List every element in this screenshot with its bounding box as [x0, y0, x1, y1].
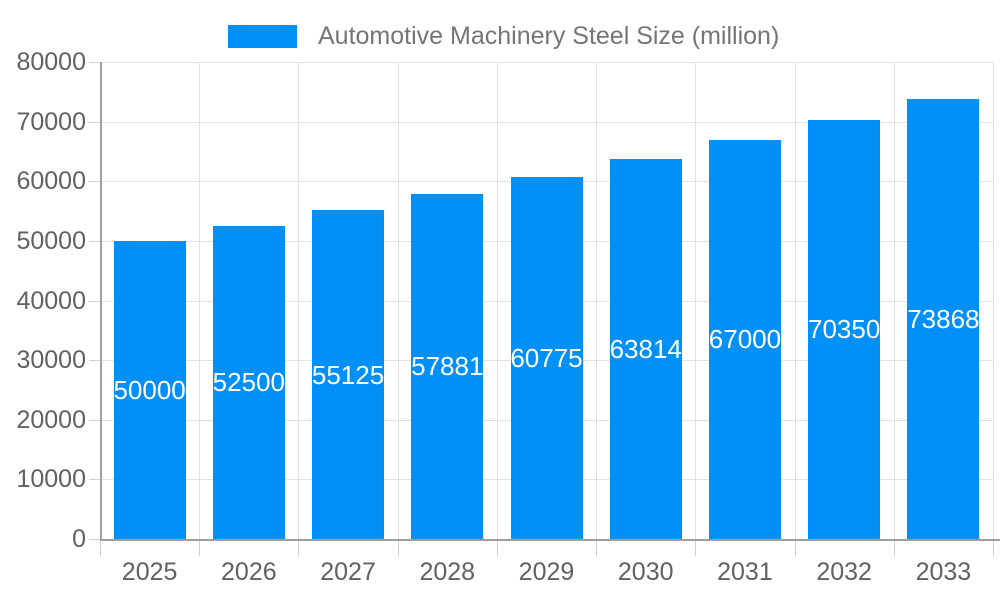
- bar[interactable]: [708, 139, 781, 539]
- x-tick: [596, 541, 598, 556]
- bar[interactable]: [609, 158, 682, 539]
- bar[interactable]: [808, 119, 881, 539]
- bar-value-label: 67000: [708, 324, 782, 355]
- y-tick: [89, 419, 100, 421]
- bar-value-label: 55125: [311, 359, 385, 390]
- bar-value-label: 52500: [212, 367, 285, 398]
- y-axis-tick-label: 0: [72, 525, 86, 553]
- x-gridline: [794, 62, 796, 539]
- bar-value-label: 60775: [510, 342, 583, 373]
- x-tick: [695, 541, 697, 556]
- y-tick: [89, 121, 100, 123]
- y-tick: [89, 62, 100, 63]
- x-gridline: [993, 62, 994, 539]
- x-axis-tick-label: 2029: [518, 558, 575, 586]
- x-axis-tick-label: 2025: [121, 558, 178, 586]
- y-tick: [89, 360, 100, 362]
- x-tick: [496, 541, 498, 556]
- y-tick: [89, 181, 100, 183]
- bar-value-label: 73868: [907, 303, 980, 334]
- y-axis-tick-label: 20000: [16, 405, 86, 434]
- bar[interactable]: [411, 193, 484, 539]
- x-axis-tick-label: 2027: [320, 558, 376, 586]
- x-axis-tick-label: 2028: [419, 558, 476, 586]
- chart-legend[interactable]: Automotive Machinery Steel Size (million…: [228, 22, 779, 51]
- bar-value-label: 57881: [411, 351, 484, 382]
- y-axis-tick-label: 60000: [16, 167, 86, 196]
- y-axis-tick-label: 70000: [16, 107, 86, 136]
- y-tick: [89, 240, 100, 242]
- x-tick: [298, 541, 300, 556]
- x-tick: [397, 541, 399, 556]
- x-axis-tick-label: 2030: [617, 558, 674, 586]
- x-axis-line: [100, 539, 1000, 541]
- bar[interactable]: [212, 225, 285, 539]
- y-tick: [89, 479, 100, 481]
- x-axis-tick-label: 2026: [221, 558, 277, 586]
- y-gridline: [100, 62, 993, 63]
- x-gridline: [199, 62, 201, 539]
- bar[interactable]: [312, 210, 385, 539]
- y-axis-line: [100, 62, 102, 541]
- bar[interactable]: [510, 176, 583, 539]
- x-gridline: [893, 62, 895, 539]
- y-axis-tick-label: 40000: [16, 286, 86, 315]
- x-tick: [893, 541, 895, 556]
- x-axis-tick-label: 2033: [915, 558, 972, 586]
- x-tick: [100, 541, 101, 556]
- legend-label[interactable]: Automotive Machinery Steel Size (million…: [318, 22, 780, 50]
- bar-value-label: 50000: [113, 374, 186, 405]
- x-gridline: [695, 62, 697, 539]
- y-axis-tick-label: 30000: [16, 346, 86, 375]
- x-axis-tick-label: 2031: [717, 558, 773, 586]
- x-gridline: [397, 62, 399, 539]
- y-axis-tick-label: 80000: [16, 48, 86, 76]
- legend-swatch[interactable]: [228, 25, 297, 48]
- y-axis-tick-label: 50000: [16, 226, 86, 255]
- y-tick: [89, 300, 100, 302]
- y-gridline: [100, 121, 993, 123]
- x-tick: [199, 541, 201, 556]
- bar[interactable]: [907, 98, 980, 539]
- bar[interactable]: [113, 240, 186, 539]
- bar-value-label: 63814: [609, 333, 682, 364]
- bar-value-label: 70350: [808, 314, 881, 345]
- x-gridline: [496, 62, 498, 539]
- y-axis-tick-label: 10000: [16, 465, 86, 494]
- x-gridline: [298, 62, 300, 539]
- x-tick: [794, 541, 796, 556]
- x-gridline: [596, 62, 598, 539]
- x-tick: [993, 541, 994, 556]
- y-tick: [89, 539, 100, 540]
- x-axis-tick-label: 2032: [816, 558, 872, 586]
